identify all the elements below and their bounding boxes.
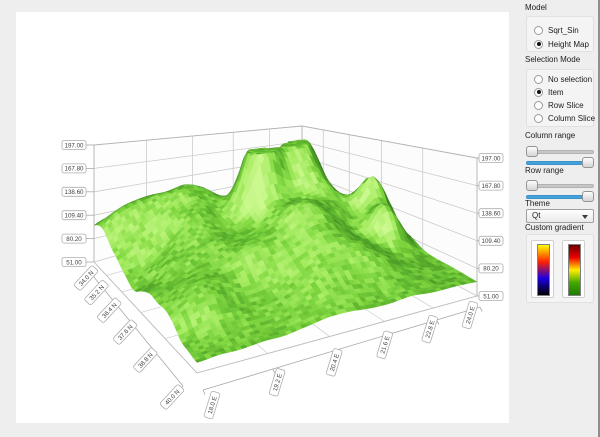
axis-tick-label: 80.20 (478, 263, 504, 274)
radio-label: Row Slice (548, 100, 584, 110)
radio-label: Item (548, 87, 564, 97)
column-range-min-slider[interactable] (526, 146, 594, 157)
axis-tick-label: 138.60 (61, 186, 87, 197)
slider-handle[interactable] (582, 157, 594, 168)
radio-row-slice[interactable]: Row Slice (534, 99, 584, 111)
window-right-edge (598, 0, 600, 437)
svg-text:138.60: 138.60 (65, 189, 84, 196)
svg-text:18.0 E: 18.0 E (207, 396, 219, 415)
column-range-title: Column range (525, 131, 576, 140)
combo-selected-value: Qt (532, 211, 541, 220)
slider-handle[interactable] (526, 146, 538, 157)
axis-tick-label: 51.00 (478, 291, 504, 301)
axis-tick-label: 197.00 (478, 153, 504, 163)
svg-text:109.40: 109.40 (482, 238, 501, 245)
axis-tick-label: 21.6 E (376, 330, 393, 359)
svg-text:51.00: 51.00 (66, 259, 82, 266)
gradient-button-1[interactable] (531, 240, 554, 298)
chevron-down-icon (582, 215, 588, 219)
svg-text:24.0 E: 24.0 E (465, 306, 477, 325)
row-range-max-slider[interactable] (526, 191, 594, 202)
custom-gradient-title: Custom gradient (525, 223, 584, 232)
svg-text:80.20: 80.20 (483, 266, 499, 273)
axis-tick-label: 51.00 (61, 257, 87, 267)
axis-tick-label: 109.40 (478, 235, 504, 246)
svg-text:138.60: 138.60 (482, 211, 501, 218)
axis-tick-label: 36.4 N (97, 297, 122, 323)
svg-text:167.80: 167.80 (65, 166, 84, 173)
axis-tick-label: 38.8 N (133, 347, 158, 373)
svg-text:51.00: 51.00 (483, 293, 499, 300)
axis-tick-label: 22.8 E (421, 314, 438, 344)
radio-icon (534, 87, 543, 97)
svg-text:109.40: 109.40 (65, 213, 84, 220)
axis-tick-label: 24.0 E (461, 300, 479, 330)
model-group: Sqrt_Sin Height Map (526, 16, 594, 52)
svg-text:80.20: 80.20 (66, 236, 82, 243)
control-panel: Model Sqrt_Sin Height Map Selection Mode… (510, 0, 600, 437)
axis-tick-label: 197.00 (61, 140, 87, 150)
svg-text:19.2 E: 19.2 E (272, 373, 284, 392)
radio-icon (534, 113, 543, 123)
svg-text:197.00: 197.00 (482, 155, 501, 162)
radio-sqrt-sin[interactable]: Sqrt_Sin (534, 24, 579, 36)
radio-icon (534, 100, 543, 110)
gradient-bar-1 (537, 244, 550, 296)
terrain-surface (93, 139, 478, 363)
radio-icon (534, 74, 543, 84)
column-range-max-slider[interactable] (526, 157, 594, 168)
radio-label: Sqrt_Sin (548, 25, 579, 35)
svg-text:20.4 E: 20.4 E (329, 353, 341, 372)
radio-label: Column Slice (548, 113, 596, 123)
axis-tick-label: 37.6 N (113, 319, 138, 345)
selection-mode-group: No selection Item Row Slice Column Slice (526, 69, 595, 127)
radio-label: No selection (548, 74, 593, 84)
slider-handle[interactable] (526, 180, 538, 191)
row-range-min-slider[interactable] (526, 180, 594, 191)
axis-tick-label: 18.0 E (203, 390, 221, 420)
svg-text:22.8 E: 22.8 E (425, 320, 437, 339)
axis-tick-label: 167.80 (61, 163, 87, 174)
svg-text:167.80: 167.80 (482, 183, 501, 190)
theme-combobox[interactable]: Qt (526, 209, 594, 223)
slider-handle[interactable] (582, 191, 594, 202)
axis-tick-label: 35.2 N (84, 279, 109, 306)
gradient-button-2[interactable] (562, 240, 585, 298)
axis-tick-label: 19.2 E (268, 368, 286, 397)
model-section-title: Model (525, 3, 547, 12)
radio-icon (534, 39, 543, 49)
radio-label: Height Map (548, 39, 589, 49)
y-axis-labels: 51.00 51.00 80.20 80.20 109.40 109.40 138.60 13… (61, 140, 504, 301)
radio-no-selection[interactable]: No selection (534, 73, 592, 85)
axis-tick-label: 167.80 (478, 180, 504, 191)
svg-text:197.00: 197.00 (65, 142, 84, 149)
chart-area: 51.00 51.00 80.20 80.20 109.40 109.40 138.60 13… (16, 12, 509, 423)
axis-tick-label: 109.40 (61, 210, 87, 221)
axis-tick-label: 20.4 E (326, 348, 343, 377)
radio-icon (534, 25, 543, 35)
row-range-title: Row range (525, 166, 564, 175)
selection-mode-section-title: Selection Mode (525, 55, 581, 64)
svg-text:21.6 E: 21.6 E (380, 335, 392, 354)
longitude-axis-labels: 18.0 E 19.2 E 20.4 E 21.6 E 22.8 E 24.0 E (203, 300, 479, 420)
axis-tick-label: 40.0 N (159, 384, 185, 410)
axis-tick-label: 80.20 (61, 233, 87, 244)
gradient-bar-2 (568, 244, 581, 296)
gradient-group (526, 234, 594, 303)
surface-plot-3d[interactable]: 51.00 51.00 80.20 80.20 109.40 109.40 138.60 13… (16, 12, 509, 423)
radio-height-map[interactable]: Height Map (534, 38, 589, 50)
axis-tick-label: 138.60 (478, 208, 504, 219)
radio-item[interactable]: Item (534, 86, 564, 98)
theme-title: Theme (525, 199, 550, 208)
radio-column-slice[interactable]: Column Slice (534, 112, 595, 124)
